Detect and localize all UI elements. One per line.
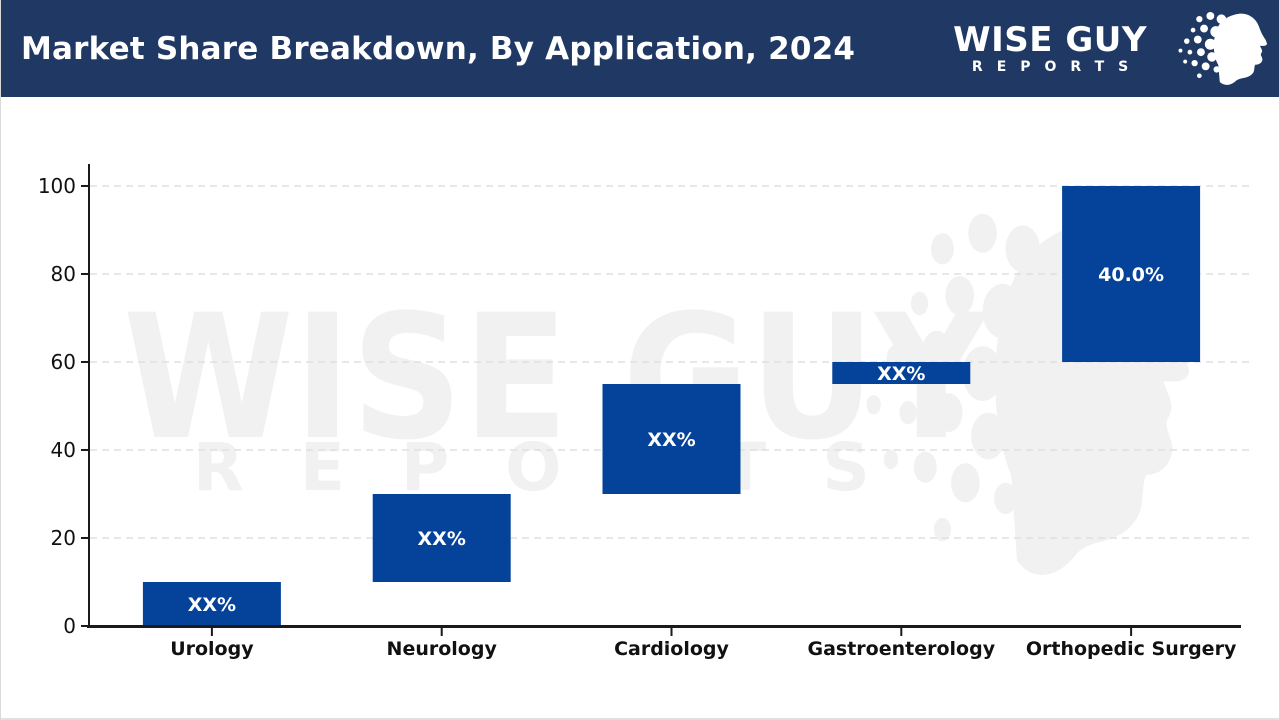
bar-value-label: 40.0% (1098, 264, 1164, 286)
plot: XX% XX% XX% XX% 40.0% 0 20 40 60 80 100 Urology Neur… (38, 164, 1253, 660)
brand-head-icon (1178, 11, 1267, 85)
brand-wordmark: WISE GUY REPORTS (953, 23, 1147, 74)
x-category-label: Gastroenterology (808, 638, 996, 660)
bar-urology (142, 582, 281, 626)
bar-value-label: XX% (418, 528, 466, 550)
y-tick-label: 60 (51, 350, 76, 374)
y-tick-label: 100 (38, 174, 76, 198)
x-category-label: Orthopedic Surgery (1026, 638, 1237, 660)
bar-value-label: XX% (188, 594, 236, 616)
x-category-label: Neurology (387, 638, 498, 660)
brand-name: WISE GUY (953, 20, 1147, 60)
bar-value-label: XX% (647, 429, 695, 451)
bar-cardiology (602, 384, 741, 494)
watermark-text-line2: REPORTS (193, 429, 926, 506)
y-tick-label: 0 (63, 614, 76, 638)
chart-area: WISE GUY REPORTS XX% XX% XX% XX% 40.0% 0 20 40 6… (1, 97, 1279, 720)
y-tick-label: 80 (51, 262, 76, 286)
chart-title: Market Share Breakdown, By Application, … (21, 30, 856, 67)
header-bar: Market Share Breakdown, By Application, … (1, 0, 1279, 97)
bar-neurology (372, 494, 511, 582)
brand-subtitle: REPORTS (971, 59, 1143, 75)
x-category-label: Urology (170, 638, 254, 660)
y-tick-label: 20 (51, 526, 76, 550)
brand-logo: WISE GUY REPORTS (953, 9, 1267, 89)
bar-value-label: XX% (877, 363, 925, 385)
y-tick-label: 40 (51, 438, 76, 462)
bar-gastroenterology (832, 362, 971, 384)
bar-orthopedic-surgery (1062, 186, 1201, 362)
x-category-label: Cardiology (614, 638, 729, 660)
